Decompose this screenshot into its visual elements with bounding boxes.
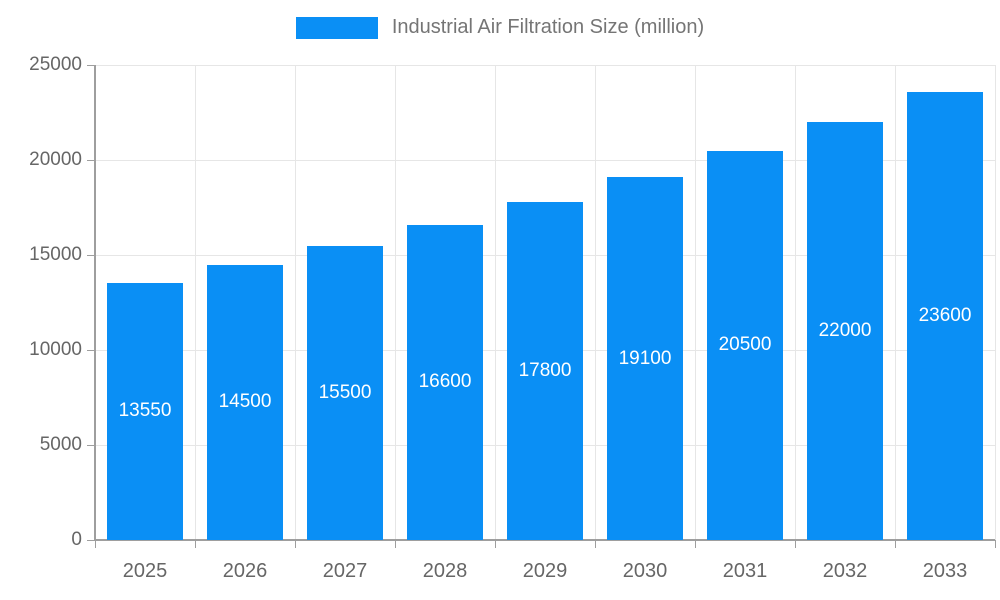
y-axis-label: 20000 <box>29 149 82 170</box>
bar-value-label: 16600 <box>418 371 472 393</box>
bar-value-label: 14500 <box>218 391 272 413</box>
x-tick <box>694 540 696 548</box>
x-axis-label: 2030 <box>622 560 668 582</box>
x-tick <box>994 540 996 548</box>
bar-value-label: 22000 <box>818 320 872 341</box>
v-gridline <box>294 65 296 540</box>
x-axis-label: 2029 <box>522 560 568 582</box>
y-axis-label: 15000 <box>29 244 82 265</box>
v-gridline <box>494 65 496 540</box>
x-tick <box>294 540 296 548</box>
y-tick <box>87 254 95 256</box>
bar-2029 <box>507 201 583 540</box>
v-gridline <box>694 65 696 540</box>
x-tick <box>594 540 596 548</box>
legend-item[interactable]: Industrial Air Filtration Size (million) <box>295 16 705 39</box>
bar-2031 <box>707 150 783 540</box>
x-axis-label: 2027 <box>322 560 368 582</box>
x-axis-label: 2032 <box>822 560 868 582</box>
bar-value-label: 15500 <box>318 381 372 403</box>
bar-value-label: 17800 <box>518 359 572 381</box>
y-axis-label: 5000 <box>39 434 82 455</box>
bar-value-label: 20500 <box>718 334 772 356</box>
y-tick <box>87 444 95 446</box>
y-tick <box>87 539 95 541</box>
bar-2028 <box>407 224 483 540</box>
x-axis-line <box>95 539 995 541</box>
x-axis-label: 2031 <box>722 560 768 582</box>
legend-swatch <box>295 16 378 39</box>
x-tick <box>794 540 796 548</box>
x-axis-label: 2028 <box>422 560 468 582</box>
v-gridline <box>894 65 896 540</box>
y-axis-label: 10000 <box>29 339 82 360</box>
y-axis-label: 0 <box>71 529 82 550</box>
y-axis-label: 25000 <box>29 54 82 75</box>
x-tick <box>94 540 96 548</box>
x-tick <box>394 540 396 548</box>
y-tick <box>87 64 95 66</box>
h-gridline <box>95 159 995 161</box>
bar-value-label: 19100 <box>618 347 672 369</box>
bar-value-label: 13550 <box>118 400 172 422</box>
bar-2030 <box>607 177 683 540</box>
bar-value-label: 23600 <box>918 304 972 326</box>
bar-2026 <box>207 264 283 540</box>
legend: Industrial Air Filtration Size (million) <box>0 16 1000 39</box>
v-gridline <box>394 65 396 540</box>
legend-label: Industrial Air Filtration Size (million) <box>391 16 705 38</box>
bar-2032 <box>807 122 883 540</box>
bar-2027 <box>307 245 383 540</box>
y-tick <box>87 349 95 351</box>
x-axis-label: 2033 <box>922 560 968 582</box>
bar-2033 <box>907 91 983 540</box>
x-tick <box>894 540 896 548</box>
y-axis-line <box>94 65 96 541</box>
v-gridline <box>194 65 196 540</box>
v-gridline <box>994 65 996 540</box>
v-gridline <box>794 65 796 540</box>
x-axis-label: 2026 <box>222 560 268 582</box>
v-gridline <box>594 65 596 540</box>
x-axis-label: 2025 <box>122 560 168 582</box>
y-tick <box>87 159 95 161</box>
h-gridline <box>95 64 995 66</box>
x-tick <box>494 540 496 548</box>
x-tick <box>194 540 196 548</box>
bar-2025 <box>107 282 183 540</box>
